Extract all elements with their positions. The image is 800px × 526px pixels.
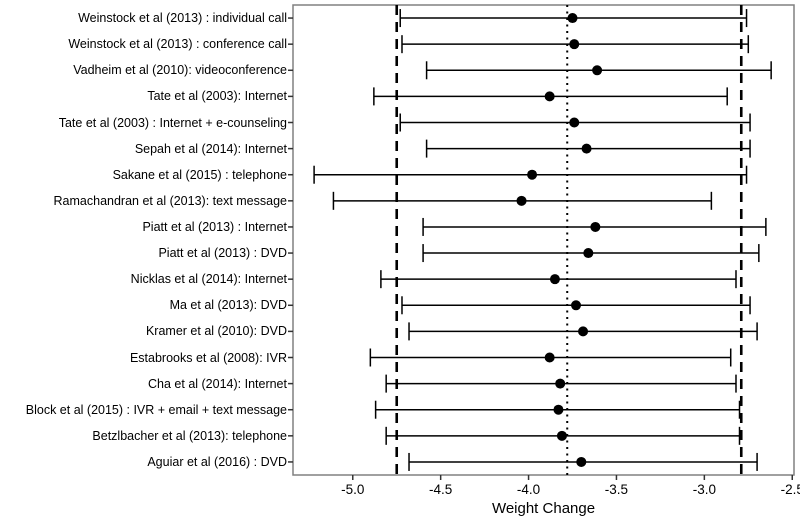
study-label: Estabrooks et al (2008): IVR [129,350,287,365]
point-estimate [581,143,592,154]
study-label: Sakane et al (2015) : telephone [112,167,287,182]
study-label: Betzlbacher et al (2013): telephone [92,428,287,443]
study-label: Aguiar et al (2016) : DVD [147,454,287,469]
point-estimate [571,300,582,311]
x-tick-label: -2.5 [780,482,800,497]
study-label: Sepah et al (2014): Internet [134,141,287,156]
study-label: Nicklas et al (2014): Internet [130,272,287,287]
point-estimate [553,404,564,415]
point-estimate [527,169,538,180]
x-tick-label: -4.5 [429,482,453,497]
point-estimate [592,65,603,76]
x-tick-label: -3.5 [604,482,629,497]
study-label: Tate et al (2003) : Internet + e-counsel… [58,115,287,130]
point-estimate [549,274,560,285]
x-axis-title: Weight Change [491,500,596,517]
point-estimate [516,195,527,206]
point-estimate [590,221,601,232]
x-tick-label: -4.0 [516,482,541,497]
point-estimate [555,378,566,389]
study-label: Piatt et al (2013) : Internet [142,219,287,234]
study-label: Ramachandran et al (2013): text message [53,193,287,208]
study-label: Tate et al (2003): Internet [147,89,287,104]
point-estimate [544,91,555,102]
x-tick-label: -5.0 [341,482,365,497]
study-label: Kramer et al (2010): DVD [145,324,287,339]
x-tick-label: -3.0 [692,482,716,497]
point-estimate [569,39,580,50]
point-estimate [567,13,578,24]
study-label: Block et al (2015) : IVR + email + text … [25,402,287,417]
study-label: Ma et al (2013): DVD [169,298,287,313]
point-estimate [578,326,589,337]
study-label: Piatt et al (2013) : DVD [158,246,287,261]
point-estimate [576,456,587,467]
study-label: Cha et al (2014): Internet [148,376,287,391]
panel-border [292,4,795,476]
study-label: Weinstock et al (2013) : individual call [78,11,287,26]
point-estimate [569,117,580,128]
point-estimate [583,248,594,259]
study-label: Weinstock et al (2013) : conference call [68,37,287,52]
point-estimate [544,352,555,363]
study-label: Vadheim et al (2010): videoconference [73,63,287,78]
point-estimate [556,430,567,441]
